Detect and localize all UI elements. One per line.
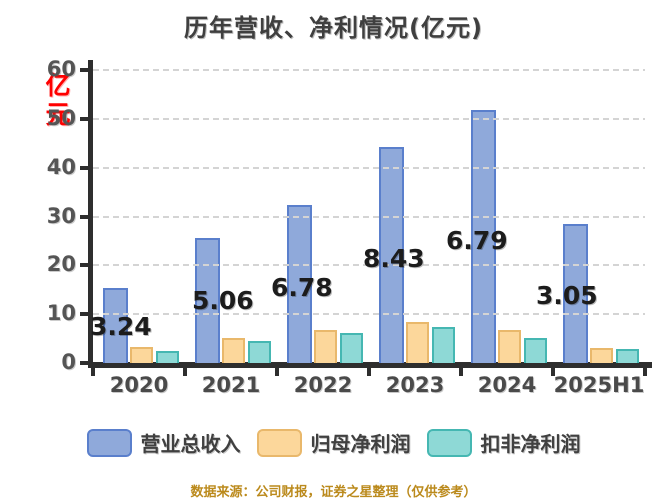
bar-扣非净利润-2022	[340, 332, 363, 363]
gridline	[93, 117, 645, 120]
y-tick-mark	[80, 263, 88, 268]
legend-item: 扣非净利润	[426, 428, 581, 457]
y-tick-label: 0	[61, 350, 76, 374]
y-axis-unit-label: 亿元	[42, 72, 71, 130]
bar-扣非净利润-2021	[248, 341, 271, 363]
gridline	[93, 69, 645, 71]
x-tick-label: 2025H1	[553, 373, 645, 397]
bar-营业总收入-2024	[471, 109, 496, 363]
bar-营业总收入-2020	[103, 288, 128, 363]
chart-title: 历年营收、净利情况(亿元)	[184, 14, 483, 42]
source-attribution: 数据来源：公司财报，证券之星整理（仅供参考）	[190, 485, 477, 500]
bar-营业总收入-2021	[195, 237, 220, 363]
bar-归母净利润-2025H1	[590, 348, 613, 363]
legend-swatch-icon	[426, 428, 472, 457]
y-tick-label: 30	[46, 203, 76, 228]
legend-label: 营业总收入	[140, 432, 241, 456]
legend-label: 归母净利润	[310, 432, 411, 456]
bar-归母净利润-2023	[406, 321, 429, 363]
bar-营业总收入-2022	[287, 204, 312, 363]
bar-归母净利润-2021	[222, 338, 245, 363]
y-tick-label: 60	[46, 57, 76, 81]
y-tick-mark	[80, 361, 88, 365]
legend-swatch-icon	[256, 428, 302, 457]
y-tick-label: 40	[46, 154, 76, 179]
y-tick-mark	[80, 68, 88, 72]
legend-swatch-icon	[86, 428, 132, 457]
x-tick-label: 2024	[477, 373, 537, 397]
chart-legend: 营业总收入 归母净利润 扣非净利润	[0, 428, 667, 457]
value-label: 3.24	[90, 312, 152, 341]
gridline	[93, 264, 645, 267]
legend-label: 扣非净利润	[480, 432, 581, 456]
bar-营业总收入-2023	[379, 146, 404, 363]
x-tick-label: 2022	[293, 373, 353, 397]
gridline	[93, 166, 645, 169]
y-tick-mark	[80, 116, 88, 121]
bar-归母净利润-2020	[130, 347, 153, 363]
value-label: 5.06	[192, 286, 254, 315]
x-tick-mark	[459, 368, 463, 376]
value-label: 3.05	[536, 281, 598, 310]
y-tick-label: 50	[46, 105, 76, 130]
value-label: 6.78	[271, 273, 333, 302]
y-tick-label: 20	[46, 252, 76, 277]
x-tick-mark	[551, 368, 555, 376]
bar-扣非净利润-2025H1	[616, 348, 639, 363]
bar-扣非净利润-2023	[432, 327, 455, 363]
y-axis-line	[88, 60, 93, 368]
y-tick-label: 10	[46, 301, 76, 326]
bar-扣非净利润-2020	[156, 350, 179, 363]
x-tick-mark	[643, 368, 647, 376]
bar-营业总收入-2025H1	[563, 223, 588, 363]
bar-归母净利润-2022	[314, 329, 337, 363]
x-axis-line	[88, 362, 652, 368]
x-tick-mark	[275, 368, 279, 376]
x-tick-mark	[183, 368, 187, 376]
value-label: 6.79	[446, 226, 508, 255]
gridline	[93, 215, 645, 218]
legend-item: 营业总收入	[86, 428, 241, 457]
y-tick-mark	[80, 214, 88, 219]
bar-归母净利润-2024	[498, 329, 521, 363]
legend-item: 归母净利润	[256, 428, 411, 457]
x-tick-label: 2020	[109, 373, 169, 397]
bar-扣非净利润-2024	[524, 338, 547, 363]
x-tick-label: 2023	[385, 373, 445, 397]
x-tick-mark	[367, 368, 371, 376]
y-tick-mark	[80, 312, 88, 317]
x-tick-mark	[91, 368, 95, 376]
y-tick-mark	[80, 165, 88, 170]
value-label: 8.43	[363, 244, 425, 273]
gridline	[93, 313, 645, 316]
x-tick-label: 2021	[201, 373, 261, 397]
